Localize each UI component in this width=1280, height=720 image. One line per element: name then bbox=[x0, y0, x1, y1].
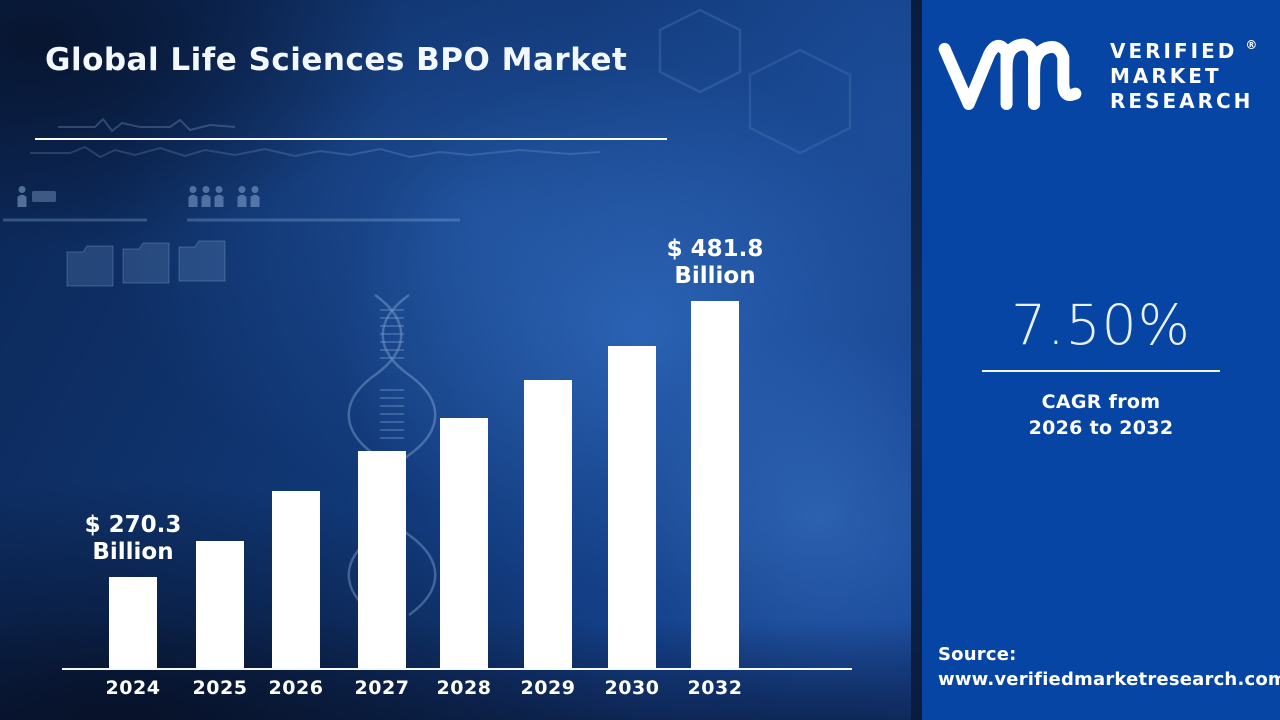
cagr-value: 7.50% bbox=[1011, 293, 1191, 357]
x-tick-label-2026: 2026 bbox=[268, 677, 324, 699]
ecg-line bbox=[58, 117, 236, 133]
brand-line: MARKET bbox=[1110, 63, 1222, 88]
bar-2028 bbox=[440, 418, 488, 669]
page-title: Global Life Sciences BPO Market bbox=[45, 42, 628, 78]
title-underline bbox=[35, 138, 667, 140]
brand-line: VERIFIED bbox=[1110, 38, 1238, 63]
cagr-label-line: 2026 to 2032 bbox=[1028, 417, 1174, 439]
cagr-underline bbox=[982, 370, 1220, 372]
person-icon bbox=[214, 186, 224, 207]
value-amount: $ 270.3 bbox=[84, 512, 182, 538]
cagr-label-line: CAGR from bbox=[1041, 391, 1161, 413]
x-tick-label-2029: 2029 bbox=[520, 677, 576, 699]
person-icon bbox=[237, 186, 247, 207]
x-tick-label-2028: 2028 bbox=[436, 677, 492, 699]
bar-2026 bbox=[272, 491, 320, 669]
value-amount: $ 481.8 bbox=[666, 236, 764, 262]
bar-2027 bbox=[358, 451, 406, 669]
panel-divider bbox=[911, 0, 922, 720]
person-icon bbox=[201, 186, 211, 207]
badge-icon bbox=[32, 191, 56, 202]
hexagon-icon bbox=[658, 8, 742, 94]
source-label: Source: bbox=[938, 644, 1017, 665]
brand-logo-block: VERIFIED ® MARKET RESEARCH bbox=[934, 30, 1257, 116]
person-icon bbox=[17, 186, 27, 207]
brand-name: VERIFIED ® MARKET RESEARCH bbox=[1110, 33, 1257, 114]
bar-2030 bbox=[608, 346, 656, 669]
folder-icon bbox=[122, 242, 170, 284]
person-icon bbox=[250, 186, 260, 207]
registered-mark: ® bbox=[1245, 37, 1258, 52]
bar-2029 bbox=[524, 380, 572, 669]
x-axis-line bbox=[62, 668, 852, 670]
x-tick-label-2025: 2025 bbox=[192, 677, 248, 699]
bar-2032 bbox=[691, 301, 739, 669]
x-tick-label-2027: 2027 bbox=[354, 677, 410, 699]
bar-2025 bbox=[196, 541, 244, 669]
source-url: www.verifiedmarketresearch.com bbox=[938, 669, 1280, 690]
cagr-block: 7.50% CAGR from 2026 to 2032 bbox=[922, 293, 1280, 441]
value-label-first-bar: $ 270.3 Billion bbox=[85, 512, 182, 566]
x-tick-label-2032: 2032 bbox=[687, 677, 743, 699]
x-tick-label-2030: 2030 bbox=[604, 677, 660, 699]
vmr-logo-icon bbox=[938, 38, 1082, 110]
bar-2024 bbox=[109, 577, 157, 669]
chart-section: Global Life Sciences BPO Market 2024 2025… bbox=[0, 0, 912, 720]
x-tick-label-2024: 2024 bbox=[105, 677, 161, 699]
value-unit: Billion bbox=[674, 263, 756, 289]
ecg-line bbox=[30, 145, 601, 159]
brand-panel: VERIFIED ® MARKET RESEARCH 7.50% CAGR fro… bbox=[922, 0, 1280, 720]
brand-line: RESEARCH bbox=[1110, 88, 1254, 113]
cagr-label: CAGR from 2026 to 2032 bbox=[922, 389, 1280, 441]
person-icon bbox=[188, 186, 198, 207]
folder-icon bbox=[178, 240, 226, 282]
value-unit: Billion bbox=[92, 539, 174, 565]
value-label-last-bar: $ 481.8 Billion bbox=[667, 236, 764, 290]
source-block: Source: www.verifiedmarketresearch.com bbox=[938, 642, 1280, 692]
folder-icon bbox=[66, 245, 114, 287]
hexagon-icon bbox=[748, 48, 852, 155]
